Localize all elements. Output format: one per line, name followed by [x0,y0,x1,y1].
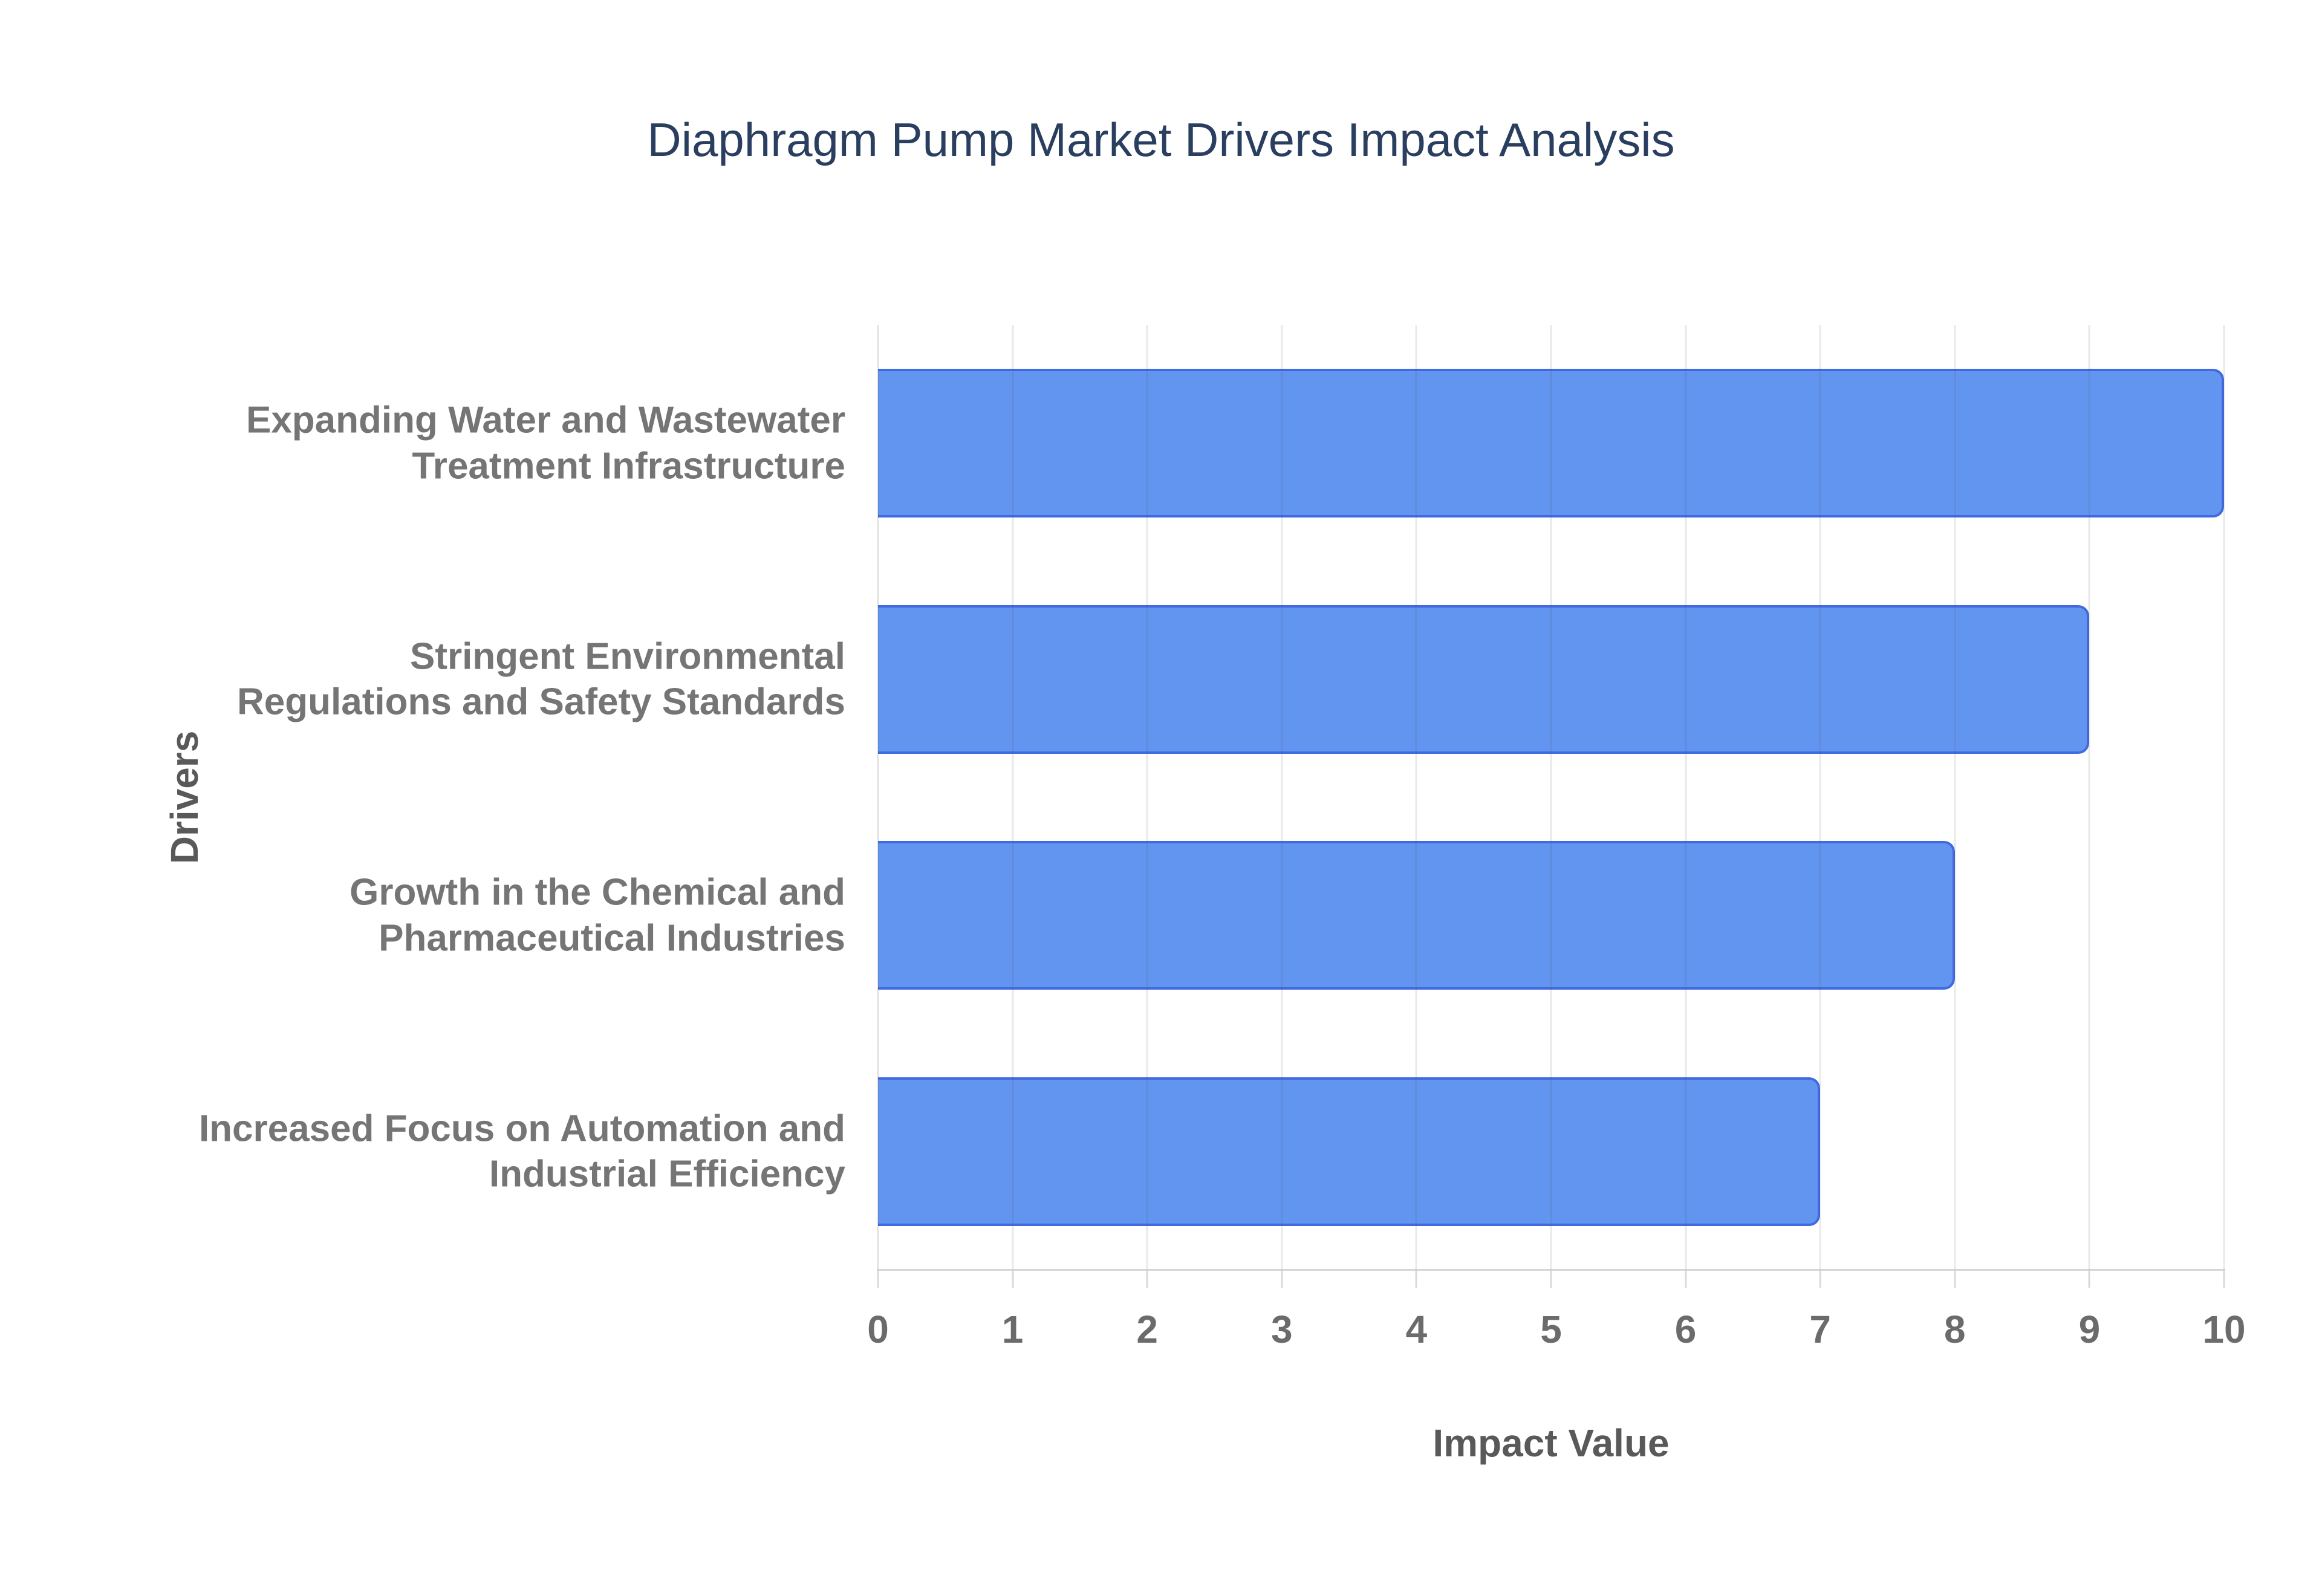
category-label: Stringent Environmental Regulations and … [237,635,845,723]
gridline [1954,325,1956,1270]
x-tick-label: 10 [2202,1308,2246,1351]
x-tick-label: 8 [1944,1308,1966,1351]
x-tick-label: 9 [2078,1308,2101,1351]
bar[interactable] [878,841,1955,990]
x-tick-mark [1685,1270,1687,1288]
x-tick-label: 7 [1809,1308,1831,1351]
x-tick-mark [1281,1270,1283,1288]
x-tick-label: 0 [867,1308,889,1351]
category-label: Expanding Water and Wastewater Treatment… [246,399,845,487]
gridline [2223,325,2225,1270]
y-axis-title: Drivers [163,730,206,864]
x-tick-label: 1 [1001,1308,1024,1351]
x-tick-mark [1819,1270,1821,1288]
x-tick-mark [1012,1270,1014,1288]
x-axis-title: Impact Value [1433,1421,1670,1465]
x-tick-mark [2088,1270,2090,1288]
x-tick-mark [1954,1270,1956,1288]
chart-title: Diaphragm Pump Market Drivers Impact Ana… [647,113,1675,166]
x-tick-label: 4 [1405,1308,1428,1351]
bar[interactable] [878,369,2224,518]
x-tick-mark [1146,1270,1148,1288]
plot-area: 0 1 2 3 4 5 6 7 8 9 10 Expanding Water and Wastewa… [199,325,2246,1465]
gridline [1012,325,1014,1270]
x-tick-label: 6 [1674,1308,1697,1351]
category-label: Growth in the Chemical and Pharmaceutica… [350,871,845,959]
gridline [1550,325,1552,1270]
x-tick-mark [2223,1270,2225,1288]
gridline [877,325,879,1270]
gridline [2088,325,2090,1270]
bar[interactable] [878,1077,1821,1226]
bar-layer: Expanding Water and Wastewater Treatment… [199,325,2224,1270]
x-tick-label: 2 [1136,1308,1158,1351]
bar[interactable] [878,605,2090,754]
x-tick-label: 3 [1271,1308,1293,1351]
x-tick-mark [877,1270,879,1288]
gridline [1415,325,1417,1270]
gridline [1685,325,1687,1270]
x-axis-line [877,1269,2225,1271]
gridline [1819,325,1821,1270]
grid-layer: 0 1 2 3 4 5 6 7 8 9 10 [867,325,2246,1351]
gridline [1281,325,1283,1270]
gridline [1146,325,1148,1270]
x-tick-label: 5 [1540,1308,1562,1351]
category-label: Increased Focus on Automation and Indust… [198,1108,845,1195]
x-tick-mark [1415,1270,1417,1288]
x-tick-mark [1550,1270,1552,1288]
